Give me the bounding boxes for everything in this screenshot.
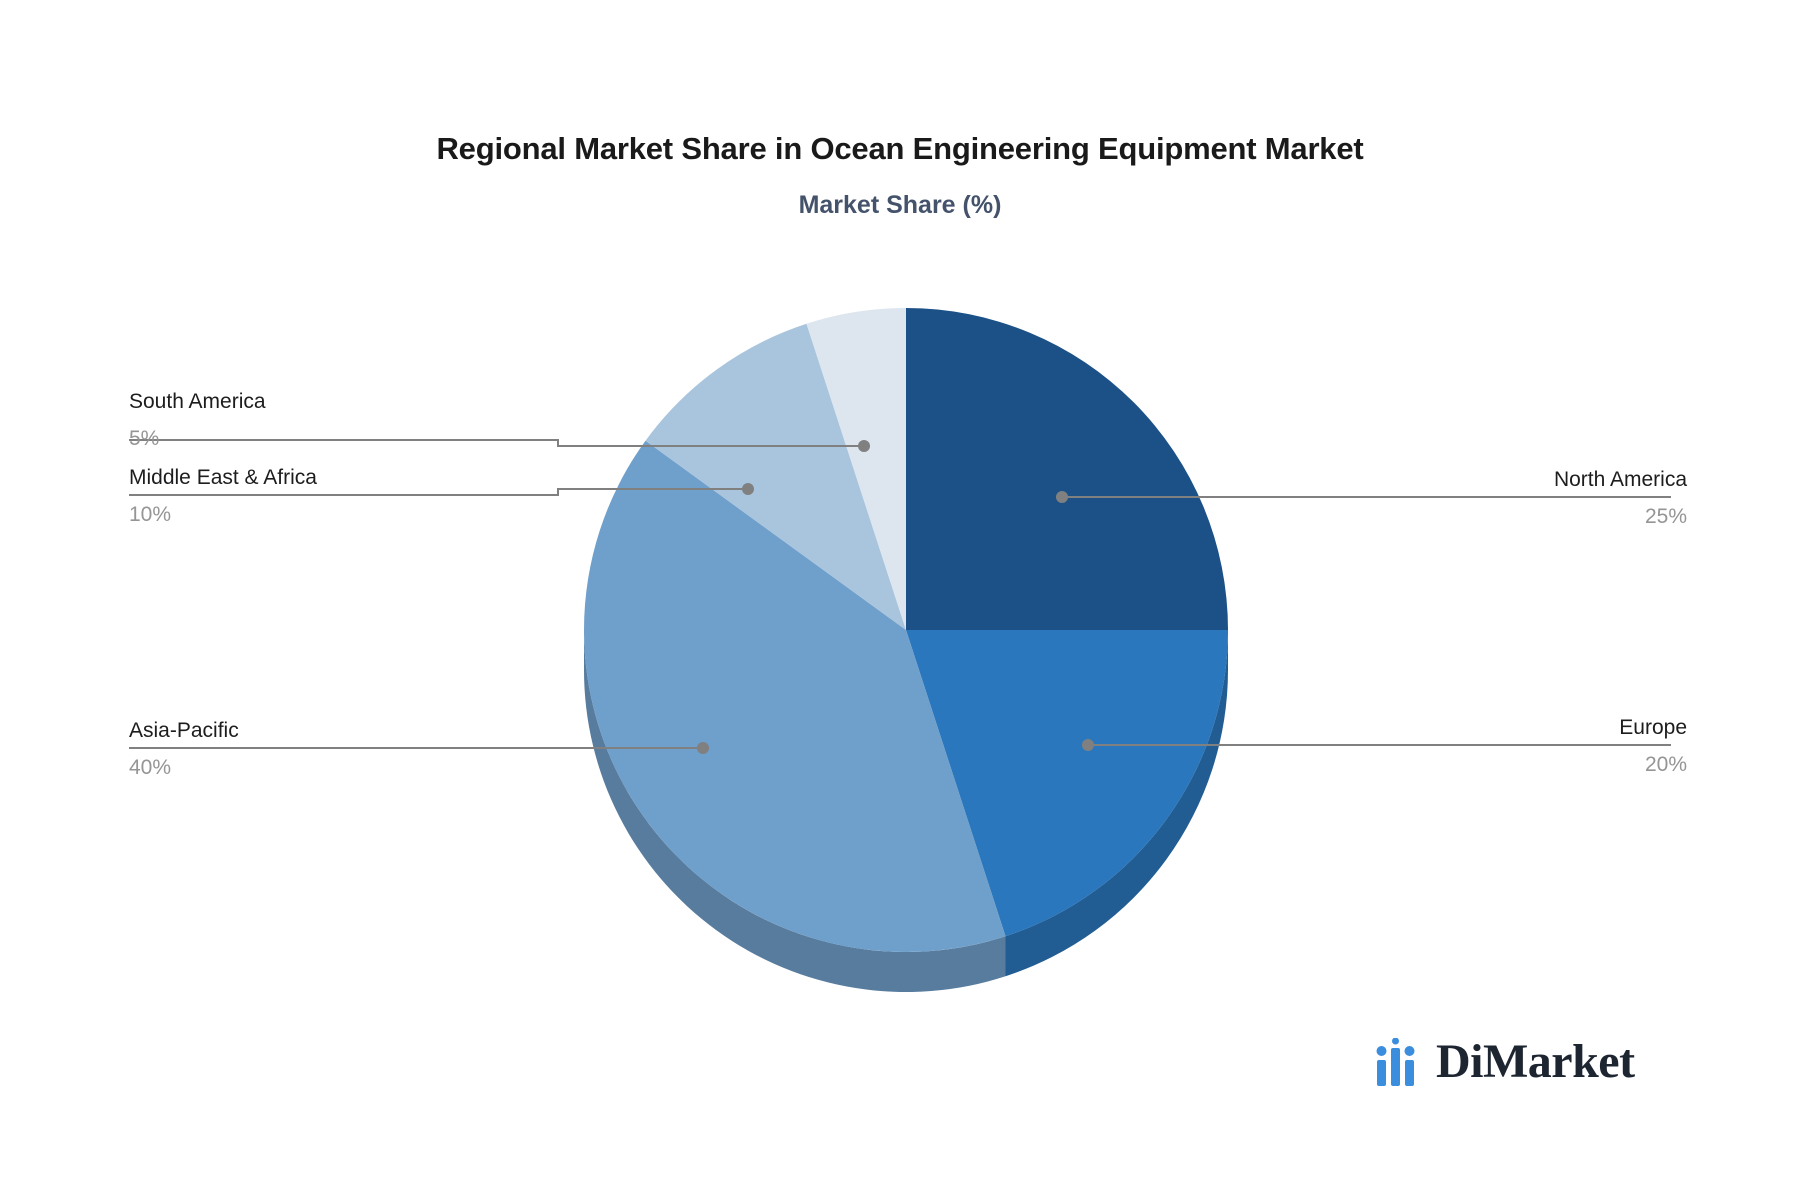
pie-top-face — [584, 308, 1228, 952]
callout-value-south-america: 5% — [129, 427, 160, 451]
dot-asia-pacific — [697, 742, 709, 754]
slice-south-america[interactable] — [806, 308, 906, 630]
callout-value-asia-pacific: 40% — [129, 756, 172, 780]
depth-asia-pacific — [584, 630, 1006, 992]
callout-category-south-america: South America — [129, 390, 266, 413]
slice-asia-pacific[interactable] — [584, 440, 1006, 952]
chart-title: Regional Market Share in Ocean Engineeri… — [436, 131, 1364, 166]
callout-category-europe: Europe — [1619, 716, 1687, 739]
slice-north-america[interactable] — [906, 308, 1228, 630]
callout-middle-east-africa[interactable]: Middle East & Africa 10% — [129, 466, 317, 527]
leader-middle-east-africa — [129, 488, 748, 496]
callout-category-asia-pacific: Asia-Pacific — [129, 719, 239, 742]
callout-category-middle-east-africa: Middle East & Africa — [129, 466, 317, 489]
depth-europe — [1005, 630, 1228, 977]
bar-chart-icon — [1376, 1038, 1415, 1086]
callout-value-europe: 20% — [1644, 753, 1687, 777]
callout-asia-pacific[interactable]: Asia-Pacific 40% — [129, 719, 239, 780]
callout-south-america[interactable]: South America 5% — [129, 390, 266, 451]
callout-category-north-america: North America — [1553, 468, 1687, 491]
slice-europe[interactable] — [906, 630, 1228, 937]
dot-middle-east-africa — [742, 483, 754, 495]
callout-value-middle-east-africa: 10% — [129, 503, 172, 527]
pie-3d-depth — [584, 630, 1228, 992]
dot-south-america — [858, 440, 870, 452]
leader-dots — [697, 440, 1094, 754]
chart-subtitle: Market Share (%) — [798, 191, 1002, 219]
brand-logo[interactable]: DiMarket — [1375, 1038, 1635, 1086]
leader-lines — [129, 439, 1671, 749]
slice-middle-east-africa[interactable] — [645, 323, 906, 630]
callout-value-north-america: 25% — [1644, 505, 1687, 529]
dot-europe — [1082, 739, 1094, 751]
callout-europe[interactable]: Europe 20% — [1619, 716, 1687, 777]
callout-north-america[interactable]: North America 25% — [1554, 468, 1687, 529]
dot-north-america — [1056, 491, 1068, 503]
brand-name: DiMarket — [1436, 1035, 1635, 1088]
leader-south-america — [129, 439, 864, 447]
